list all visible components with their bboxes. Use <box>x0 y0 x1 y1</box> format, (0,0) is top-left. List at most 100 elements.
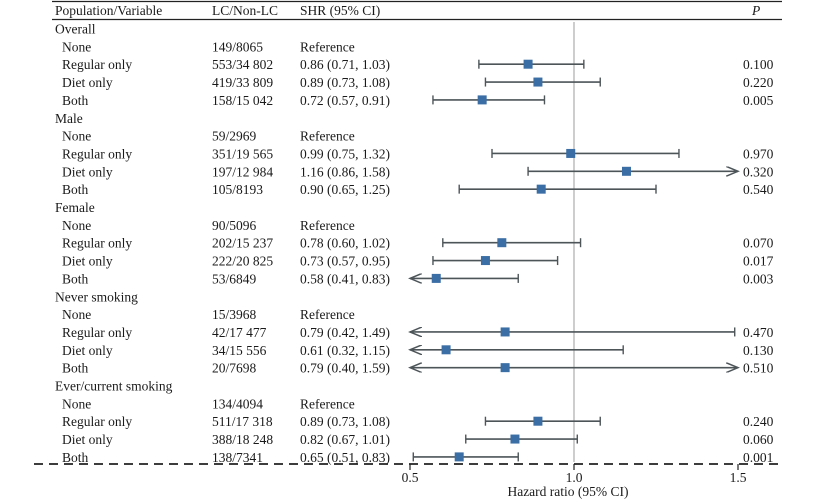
row-label: None <box>62 218 91 233</box>
group-label: Female <box>55 200 95 215</box>
row-counts: 158/15 042 <box>212 93 273 108</box>
row-label: Both <box>62 93 89 108</box>
row-counts: 351/19 565 <box>212 146 273 161</box>
row-p-value: 0.130 <box>743 343 774 358</box>
header-counts: LC/Non-LC <box>212 3 278 18</box>
row-shr: Reference <box>300 39 355 54</box>
row-counts: 42/17 477 <box>212 325 267 340</box>
hr-point-marker <box>500 363 510 373</box>
row-p-value: 0.003 <box>743 271 774 286</box>
row-label: Diet only <box>62 75 113 90</box>
row-counts: 149/8065 <box>212 39 263 54</box>
row-shr: 0.89 (0.73, 1.08) <box>300 75 390 90</box>
row-label: Diet only <box>62 432 113 447</box>
row-counts: 222/20 825 <box>212 254 273 269</box>
row-label: None <box>62 129 91 144</box>
row-shr: 0.90 (0.65, 1.25) <box>300 182 390 197</box>
hr-point-marker <box>536 184 546 194</box>
row-label: None <box>62 396 91 411</box>
row-shr: 0.72 (0.57, 0.91) <box>300 93 390 108</box>
row-p-value: 0.220 <box>743 75 774 90</box>
row-label: Both <box>62 182 89 197</box>
row-shr: 0.82 (0.67, 1.01) <box>300 432 390 447</box>
row-p-value: 0.005 <box>743 93 774 108</box>
x-axis-label: Hazard ratio (95% CI) <box>507 484 628 499</box>
row-counts: 419/33 809 <box>212 75 273 90</box>
hr-point-marker <box>523 59 533 69</box>
row-p-value: 0.100 <box>743 57 774 72</box>
row-counts: 20/7698 <box>212 361 257 376</box>
group-label: Ever/current smoking <box>55 379 173 394</box>
row-label: Diet only <box>62 343 113 358</box>
row-shr: 0.79 (0.40, 1.59) <box>300 361 390 376</box>
row-p-value: 0.540 <box>743 182 774 197</box>
row-shr: Reference <box>300 307 355 322</box>
row-shr: 0.65 (0.51, 0.83) <box>300 450 390 465</box>
row-shr: 0.61 (0.32, 1.15) <box>300 343 390 358</box>
row-shr: 0.79 (0.42, 1.49) <box>300 325 390 340</box>
row-label: Regular only <box>62 57 132 72</box>
row-counts: 197/12 984 <box>212 164 273 179</box>
row-shr: 1.16 (0.86, 1.58) <box>300 164 390 179</box>
row-p-value: 0.470 <box>743 325 774 340</box>
header-shr: SHR (95% CI) <box>300 3 380 18</box>
x-tick-label: 1.5 <box>730 470 747 485</box>
hr-point-marker <box>431 273 441 283</box>
hr-point-marker <box>454 452 464 462</box>
row-shr: Reference <box>300 129 355 144</box>
row-counts: 59/2969 <box>212 129 257 144</box>
row-label: Diet only <box>62 254 113 269</box>
hr-point-marker <box>533 77 543 87</box>
row-counts: 202/15 237 <box>212 236 273 251</box>
row-shr: Reference <box>300 218 355 233</box>
row-p-value: 0.510 <box>743 361 774 376</box>
x-axis: 0.5 1.0 1.5 <box>402 464 747 485</box>
row-p-value: 0.001 <box>743 450 773 465</box>
hr-point-marker <box>497 238 507 248</box>
row-label: Regular only <box>62 325 132 340</box>
row-shr: 0.89 (0.73, 1.08) <box>300 414 390 429</box>
row-p-value: 0.240 <box>743 414 774 429</box>
row-counts: 553/34 802 <box>212 57 273 72</box>
row-label: None <box>62 39 91 54</box>
hr-point-marker <box>621 166 631 176</box>
row-p-value: 0.320 <box>743 164 774 179</box>
row-label: None <box>62 307 91 322</box>
hr-point-marker <box>500 327 510 337</box>
row-shr: 0.99 (0.75, 1.32) <box>300 146 390 161</box>
group-label: Overall <box>55 22 96 37</box>
row-label: Both <box>62 450 89 465</box>
row-label: Diet only <box>62 164 113 179</box>
row-counts: 511/17 318 <box>212 414 273 429</box>
row-counts: 34/15 556 <box>212 343 267 358</box>
x-tick-label: 1.0 <box>566 470 583 485</box>
x-tick-label: 0.5 <box>402 470 419 485</box>
row-p-value: 0.017 <box>743 254 774 269</box>
row-counts: 134/4094 <box>212 396 263 411</box>
row-label: Both <box>62 271 89 286</box>
hr-point-marker <box>441 345 451 355</box>
hr-point-marker <box>480 256 490 266</box>
row-label: Regular only <box>62 236 132 251</box>
row-counts: 105/8193 <box>212 182 263 197</box>
row-counts: 90/5096 <box>212 218 257 233</box>
group-label: Never smoking <box>55 289 138 304</box>
row-counts: 388/18 248 <box>212 432 273 447</box>
row-shr: 0.86 (0.71, 1.03) <box>300 57 390 72</box>
hr-point-marker <box>477 95 487 105</box>
header-p: P <box>751 3 760 18</box>
row-label: Regular only <box>62 146 132 161</box>
row-label: Both <box>62 361 89 376</box>
hr-point-marker <box>510 434 520 444</box>
row-shr: 0.78 (0.60, 1.02) <box>300 236 390 251</box>
row-shr: 0.58 (0.41, 0.83) <box>300 271 390 286</box>
table-rows: Overall None 149/8065 Reference Regular only… <box>55 22 774 465</box>
group-label: Male <box>55 111 83 126</box>
row-p-value: 0.060 <box>743 432 774 447</box>
hr-point-marker <box>533 416 543 426</box>
header-variable: Population/Variable <box>55 3 162 18</box>
row-label: Regular only <box>62 414 132 429</box>
row-p-value: 0.970 <box>743 146 774 161</box>
row-shr: 0.73 (0.57, 0.95) <box>300 254 390 269</box>
